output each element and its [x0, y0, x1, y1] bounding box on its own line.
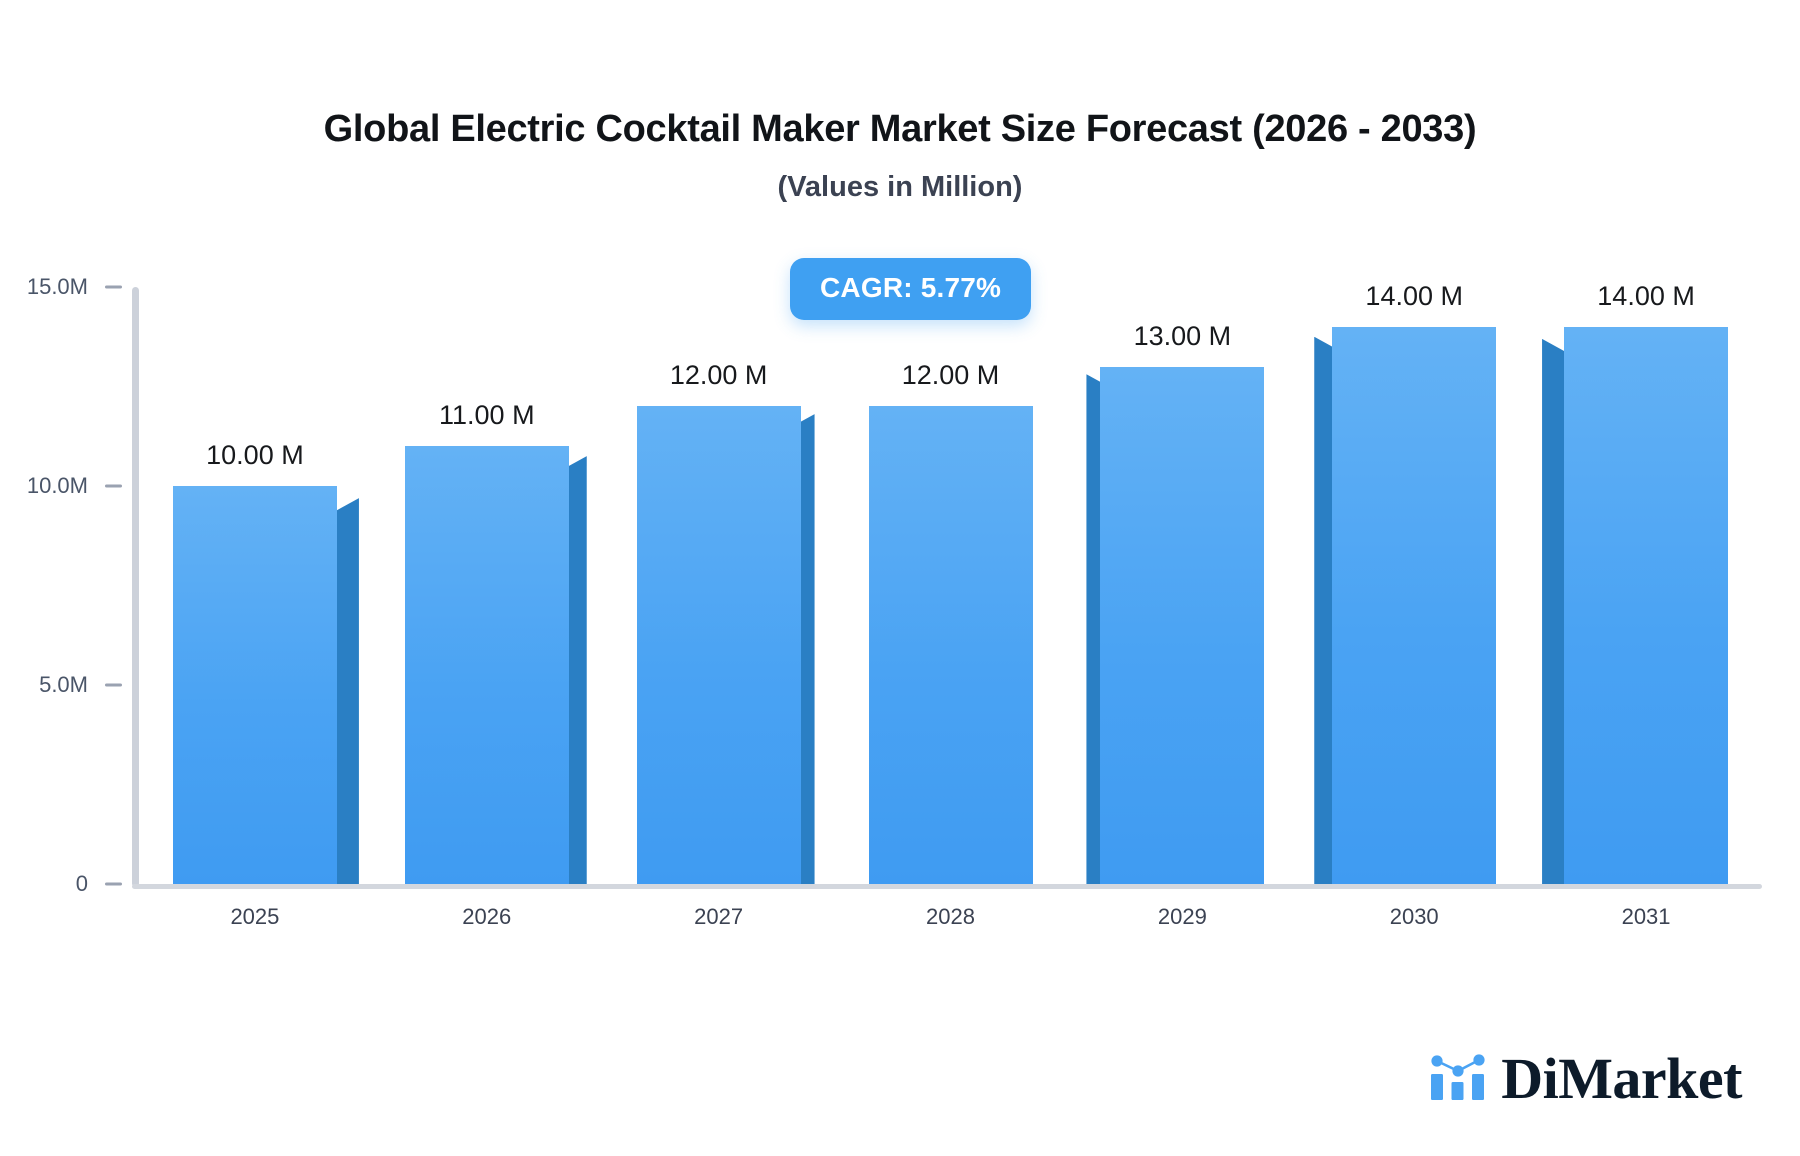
bar-value-label: 11.00 M [439, 400, 535, 431]
bar-column[interactable] [636, 406, 815, 884]
logo-text: DiMarket [1501, 1046, 1742, 1111]
bar-front-face [1332, 326, 1497, 884]
y-axis-tick-mark [105, 285, 122, 289]
bar-front-face [172, 486, 337, 884]
bar-side-face [800, 414, 815, 884]
bar-value-label: 12.00 M [669, 360, 768, 391]
bar-side-face [1314, 336, 1333, 884]
bar-side-face [568, 456, 587, 884]
bar-column[interactable] [1542, 326, 1729, 884]
y-axis-line [132, 287, 139, 887]
chart-subtitle: (Values in Million) [777, 171, 1023, 203]
y-axis-tick-mark [105, 683, 122, 687]
bar-column[interactable] [868, 406, 1033, 884]
bar-column[interactable] [172, 486, 359, 884]
bar-column[interactable] [1314, 326, 1497, 884]
x-axis-tick-label: 2027 [694, 904, 744, 929]
x-axis-tick-label: 2025 [230, 904, 280, 929]
x-axis-tick-label: 2026 [462, 904, 512, 929]
bar-front-face [1564, 326, 1729, 884]
chart-header: Global Electric Cocktail Maker Market Si… [0, 0, 1800, 204]
bar-value-label: 10.00 M [206, 440, 304, 470]
cagr-badge: CAGR: 5.77% [790, 258, 1032, 320]
bar-front-face [1100, 366, 1265, 884]
bar-column[interactable] [1086, 366, 1265, 884]
bar-front-face [636, 406, 801, 884]
bar-value-label: 13.00 M [1133, 320, 1232, 351]
bar-front-face [868, 406, 1033, 884]
bar-column[interactable] [404, 446, 587, 884]
x-axis-baseline [132, 884, 1762, 889]
bar-chart-icon [1428, 1052, 1488, 1107]
y-axis-tick-mark [105, 882, 122, 886]
bar-value-label: 14.00 M [1365, 280, 1463, 311]
bar-side-face [336, 498, 359, 884]
bar-value-label: 14.00 M [1597, 280, 1695, 311]
y-axis-tick-label: 15.0M [26, 274, 88, 299]
page-title: Global Electric Cocktail Maker Market Si… [323, 108, 1477, 150]
y-axis-tick-label: 5.0M [39, 672, 88, 697]
bar-side-face [1086, 374, 1101, 884]
x-axis-tick-label: 2031 [1621, 904, 1671, 929]
x-axis-tick-label: 2030 [1389, 904, 1439, 929]
y-axis-tick-label: 0 [75, 871, 88, 896]
bar-side-face [1542, 338, 1565, 884]
x-axis-tick-label: 2028 [926, 904, 975, 929]
y-axis-tick-mark [105, 484, 122, 488]
brand-logo: DiMarket [1428, 1050, 1742, 1108]
x-axis-tick-label: 2029 [1157, 904, 1207, 929]
bar-value-label: 12.00 M [901, 360, 1000, 391]
y-axis-tick-label: 10.0M [26, 473, 88, 498]
bar-front-face [404, 446, 569, 884]
